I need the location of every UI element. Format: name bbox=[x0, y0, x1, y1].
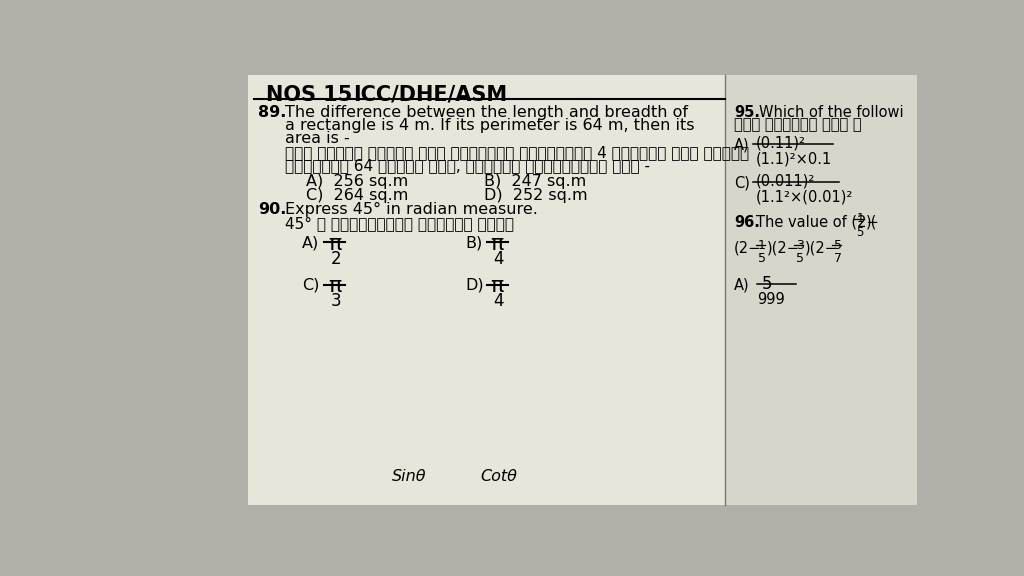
Text: ICC/DHE/ASM: ICC/DHE/ASM bbox=[352, 85, 507, 104]
Text: এটা আয়তর দৈর্ঘ আরু প্ৰস্থৰ পাৰ্থক্য 4 মিটাৰ। যদি ইয়াৰ: এটা আয়তর দৈর্ঘ আরু প্ৰস্থৰ পাৰ্থক্য 4 ম… bbox=[285, 145, 749, 160]
Text: 5: 5 bbox=[834, 238, 842, 252]
Text: A)  256 sq.m: A) 256 sq.m bbox=[306, 174, 409, 189]
Text: B): B) bbox=[465, 236, 482, 251]
Text: 4: 4 bbox=[493, 250, 504, 268]
Text: পৰিসীমা 64 মিটাৰ হয়, তেন্তে ক্ষেত্ৰফল হ৳ব -: পৰিসীমা 64 মিটাৰ হয়, তেন্তে ক্ষেত্ৰফল হ… bbox=[285, 158, 649, 173]
Text: 7: 7 bbox=[834, 252, 842, 266]
Text: a rectangle is 4 m. If its perimeter is 64 m, then its: a rectangle is 4 m. If its perimeter is … bbox=[285, 118, 694, 132]
Text: A): A) bbox=[302, 236, 319, 251]
Text: (1.1)²×0.1: (1.1)²×0.1 bbox=[756, 151, 831, 166]
Text: 5: 5 bbox=[796, 252, 804, 266]
Text: 1: 1 bbox=[856, 213, 864, 225]
Text: 45° ক ৰেডিয়ানত প্ৰকাশ কৰা।: 45° ক ৰেডিয়ানত প্ৰকাশ কৰা। bbox=[285, 216, 514, 231]
Text: Sinθ: Sinθ bbox=[391, 469, 426, 484]
Text: 1: 1 bbox=[758, 238, 766, 252]
Text: )(: )( bbox=[866, 215, 878, 230]
Text: π: π bbox=[490, 234, 504, 254]
Text: 3: 3 bbox=[331, 293, 341, 310]
Text: C): C) bbox=[302, 278, 319, 293]
Text: NOS 15: NOS 15 bbox=[266, 85, 352, 104]
Text: 3: 3 bbox=[796, 238, 804, 252]
Text: D)  252 sq.m: D) 252 sq.m bbox=[484, 188, 588, 203]
Text: Which of the followi: Which of the followi bbox=[759, 104, 903, 120]
Text: 4: 4 bbox=[493, 293, 504, 310]
Text: area is -: area is - bbox=[285, 131, 349, 146]
Text: 90.: 90. bbox=[258, 202, 287, 217]
Text: π: π bbox=[490, 276, 504, 296]
Text: )(2−: )(2− bbox=[767, 241, 800, 256]
Text: 95.: 95. bbox=[734, 104, 760, 120]
Text: The value of (2−: The value of (2− bbox=[756, 215, 879, 230]
Text: B)  247 sq.m: B) 247 sq.m bbox=[484, 174, 587, 189]
Text: C)  264 sq.m: C) 264 sq.m bbox=[306, 188, 409, 203]
Text: D): D) bbox=[465, 278, 483, 293]
Text: )(2−: )(2− bbox=[805, 241, 838, 256]
Bar bbox=[725, 75, 916, 505]
Text: (0.011)²: (0.011)² bbox=[756, 173, 815, 188]
Text: (2−: (2− bbox=[734, 241, 762, 256]
Text: Express 45° in radian measure.: Express 45° in radian measure. bbox=[285, 202, 538, 217]
Text: 96.: 96. bbox=[734, 215, 760, 230]
Text: 999: 999 bbox=[758, 291, 785, 306]
Text: π: π bbox=[328, 276, 341, 296]
Text: A): A) bbox=[734, 278, 750, 293]
Text: (0.11)²: (0.11)² bbox=[756, 135, 806, 150]
Text: A): A) bbox=[734, 138, 750, 153]
Text: 5: 5 bbox=[762, 275, 772, 294]
Text: 2: 2 bbox=[331, 250, 341, 268]
Text: (1.1²×(0.01)²: (1.1²×(0.01)² bbox=[756, 190, 853, 204]
Text: C): C) bbox=[734, 175, 750, 191]
Text: The difference between the length and breadth of: The difference between the length and br… bbox=[285, 104, 687, 120]
Text: 5: 5 bbox=[856, 226, 864, 239]
Bar bbox=[248, 75, 725, 505]
Text: 5: 5 bbox=[758, 252, 766, 266]
Text: 89.: 89. bbox=[258, 104, 287, 120]
Text: Cotθ: Cotθ bbox=[480, 469, 517, 484]
Text: তলৰ কোনটোৰ মান ৷: তলৰ কোনটোৰ মান ৷ bbox=[734, 118, 861, 132]
Text: π: π bbox=[328, 234, 341, 254]
